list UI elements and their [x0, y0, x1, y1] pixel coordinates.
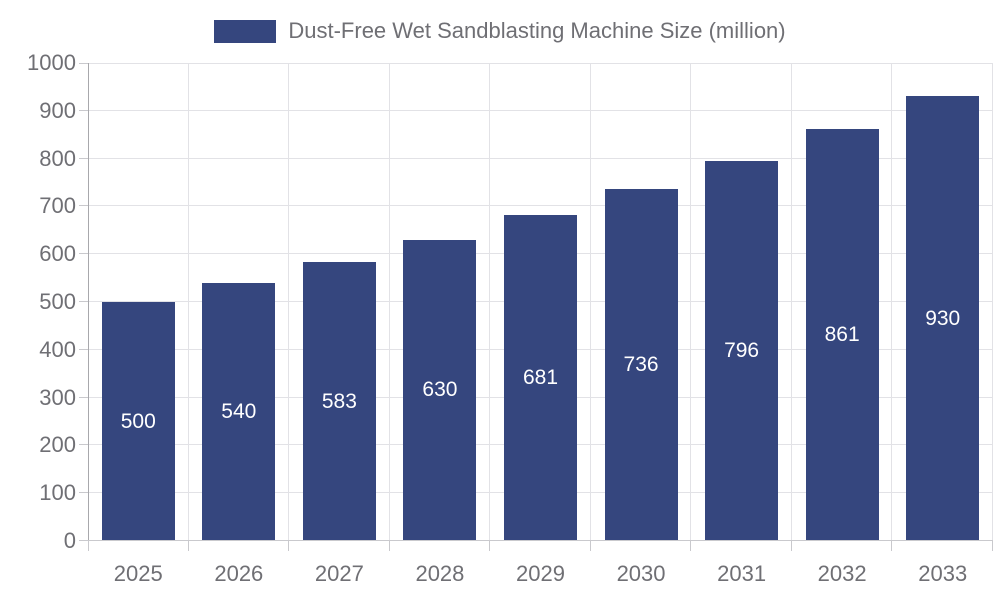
y-axis-label: 300: [39, 384, 76, 410]
gridline-v: [992, 63, 993, 541]
bar-value-label: 681: [522, 366, 559, 390]
y-tick: [79, 540, 88, 541]
y-tick: [79, 492, 88, 494]
gridline-v: [690, 63, 692, 541]
y-axis-label: 200: [39, 432, 76, 458]
y-tick: [79, 109, 88, 111]
gridline-h: [88, 109, 993, 111]
plot-area: 0 100 200 300 400 500 600 700 800 900 1000 2025 2026…: [27, 50, 993, 586]
y-tick: [79, 63, 88, 64]
x-axis-label: 2027: [314, 561, 364, 586]
gridline-v: [187, 63, 189, 541]
gridline-v: [489, 63, 491, 541]
gridline-h: [88, 157, 993, 159]
y-axis-label: 400: [39, 336, 76, 362]
bar-value-label: 500: [120, 409, 156, 433]
x-axis-label: 2029: [516, 561, 565, 586]
y-axis-label: 100: [39, 480, 76, 506]
x-tick: [790, 541, 792, 551]
x-axis-label: 2032: [817, 561, 867, 586]
y-axis-label: 700: [39, 193, 76, 219]
y-tick: [79, 253, 88, 255]
x-tick: [489, 541, 491, 551]
x-axis-label: 2026: [214, 561, 264, 586]
gridline-v: [589, 63, 591, 541]
bar-value-label: 930: [925, 306, 961, 330]
bar-2030[interactable]: 736: [604, 189, 678, 541]
bar-2031[interactable]: 796: [705, 160, 779, 541]
y-axis-label: 1000: [27, 50, 76, 75]
x-axis-label: 2031: [717, 561, 767, 586]
x-axis-label: 2025: [113, 561, 163, 586]
bar-value-label: 540: [221, 399, 257, 423]
x-tick: [388, 541, 390, 551]
y-axis-label: 900: [39, 97, 76, 123]
legend[interactable]: Dust-Free Wet Sandblasting Machine Size …: [0, 19, 1000, 43]
x-axis-label: 2030: [616, 561, 666, 586]
bar-2027[interactable]: 583: [302, 262, 376, 541]
y-tick: [79, 396, 88, 398]
legend-swatch: [214, 19, 277, 43]
bar-2028[interactable]: 630: [403, 239, 477, 541]
y-tick: [79, 301, 88, 302]
gridline-v: [388, 63, 390, 541]
legend-label: Dust-Free Wet Sandblasting Machine Size …: [288, 18, 786, 43]
y-axis-label: 0: [63, 528, 76, 553]
x-tick: [690, 541, 692, 551]
gridline-v: [288, 63, 290, 541]
bar-value-label: 583: [321, 389, 357, 413]
y-tick: [79, 348, 88, 350]
bar-2033[interactable]: 930: [906, 96, 980, 541]
bar-2026[interactable]: 540: [202, 282, 276, 541]
bar-2029[interactable]: 681: [504, 215, 577, 541]
x-tick: [589, 541, 591, 551]
gridline-h: [88, 205, 993, 207]
bar-value-label: 861: [824, 323, 860, 347]
gridline-h: [88, 63, 993, 64]
gridline-v: [790, 63, 792, 541]
y-tick: [79, 157, 88, 159]
x-tick: [891, 541, 893, 551]
x-tick: [288, 541, 290, 551]
y-axis-line: [88, 63, 89, 541]
y-axis-label: 800: [39, 145, 76, 171]
gridline-v: [891, 63, 893, 541]
x-tick: [992, 541, 993, 551]
x-tick: [88, 541, 89, 551]
bar-value-label: 796: [724, 338, 760, 362]
y-axis-label: 500: [39, 289, 76, 314]
x-axis-line: [88, 540, 993, 541]
y-axis-label: 600: [39, 241, 76, 267]
bar-2032[interactable]: 861: [805, 129, 879, 541]
y-tick: [79, 205, 88, 207]
y-tick: [79, 444, 88, 446]
bar-2025[interactable]: 500: [101, 302, 175, 541]
bar-value-label: 736: [623, 353, 659, 377]
x-tick: [187, 541, 189, 551]
x-axis-label: 2028: [415, 561, 465, 586]
x-axis-label: 2033: [918, 561, 968, 586]
bar-value-label: 630: [422, 378, 458, 402]
